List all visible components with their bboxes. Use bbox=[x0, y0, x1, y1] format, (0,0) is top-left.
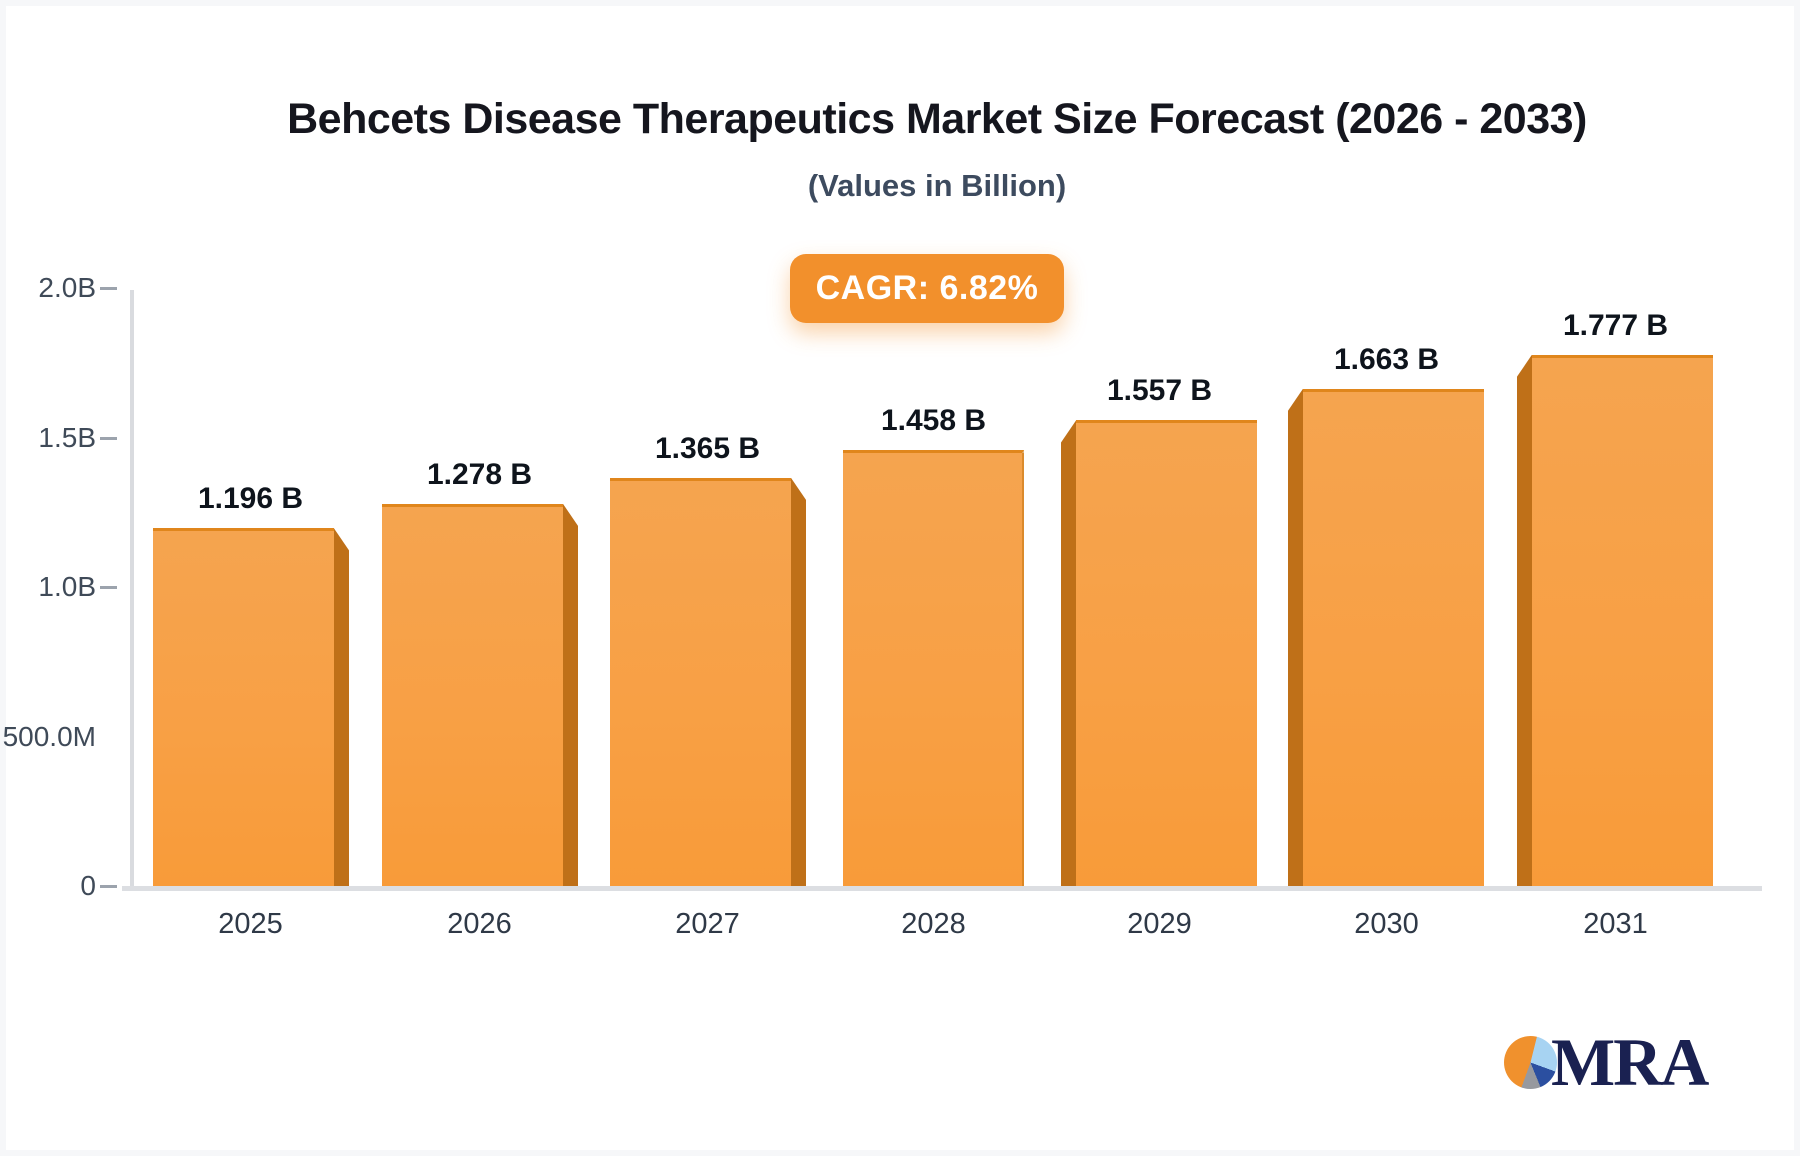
y-tick-label: 1.5B bbox=[38, 421, 96, 453]
bar-value-label: 1.365 B bbox=[654, 431, 761, 465]
x-tick-label: 2029 bbox=[1127, 908, 1192, 940]
bar-2029 bbox=[1076, 420, 1257, 886]
x-tick-label: 2027 bbox=[675, 908, 740, 940]
y-tick-dash bbox=[100, 287, 117, 290]
x-tick-label: 2025 bbox=[218, 908, 283, 940]
x-axis-line bbox=[122, 886, 1762, 891]
bar-2027 bbox=[610, 477, 791, 886]
bar-side bbox=[1061, 420, 1076, 886]
bar-2030 bbox=[1303, 388, 1484, 886]
bar-value-label: 1.196 B bbox=[197, 482, 304, 516]
bar-side bbox=[1288, 388, 1303, 886]
y-tick-label: 0 bbox=[80, 870, 96, 901]
x-tick-label: 2028 bbox=[901, 908, 966, 940]
pie-chart-logo-icon bbox=[1504, 1036, 1557, 1089]
bar-2025 bbox=[153, 528, 334, 886]
mra-logo: MRA bbox=[1504, 1024, 1709, 1100]
bar-side bbox=[334, 528, 349, 886]
bar-2028 bbox=[843, 450, 1024, 886]
y-tick-label: 500.0M bbox=[2, 720, 96, 752]
y-tick-dash bbox=[100, 586, 117, 589]
chart-title: Behcets Disease Therapeutics Market Size… bbox=[287, 95, 1587, 143]
bar-value-label: 1.557 B bbox=[1106, 374, 1213, 408]
bar-value-label: 1.663 B bbox=[1333, 342, 1440, 376]
bar-2031 bbox=[1532, 354, 1713, 886]
y-tick-label: 1.0B bbox=[38, 571, 96, 602]
chart-subtitle: (Values in Billion) bbox=[807, 168, 1067, 203]
bar-2026 bbox=[382, 503, 563, 886]
bar-value-label: 1.458 B bbox=[880, 404, 987, 438]
bar-side bbox=[791, 477, 806, 886]
y-axis-line bbox=[130, 290, 134, 888]
x-tick-label: 2031 bbox=[1583, 908, 1648, 940]
logo-text: MRA bbox=[1551, 1024, 1709, 1100]
y-tick-dash bbox=[100, 436, 117, 440]
bar-value-label: 1.278 B bbox=[426, 457, 533, 491]
y-tick-label: 2.0B bbox=[38, 272, 96, 303]
bar-value-label: 1.777 B bbox=[1562, 308, 1669, 342]
bar-side bbox=[1517, 354, 1532, 886]
y-tick-dash bbox=[100, 885, 117, 888]
cagr-badge: CAGR: 6.82% bbox=[790, 254, 1064, 323]
x-tick-label: 2026 bbox=[447, 908, 512, 940]
x-tick-label: 2030 bbox=[1354, 908, 1419, 940]
bar-side bbox=[563, 503, 578, 886]
